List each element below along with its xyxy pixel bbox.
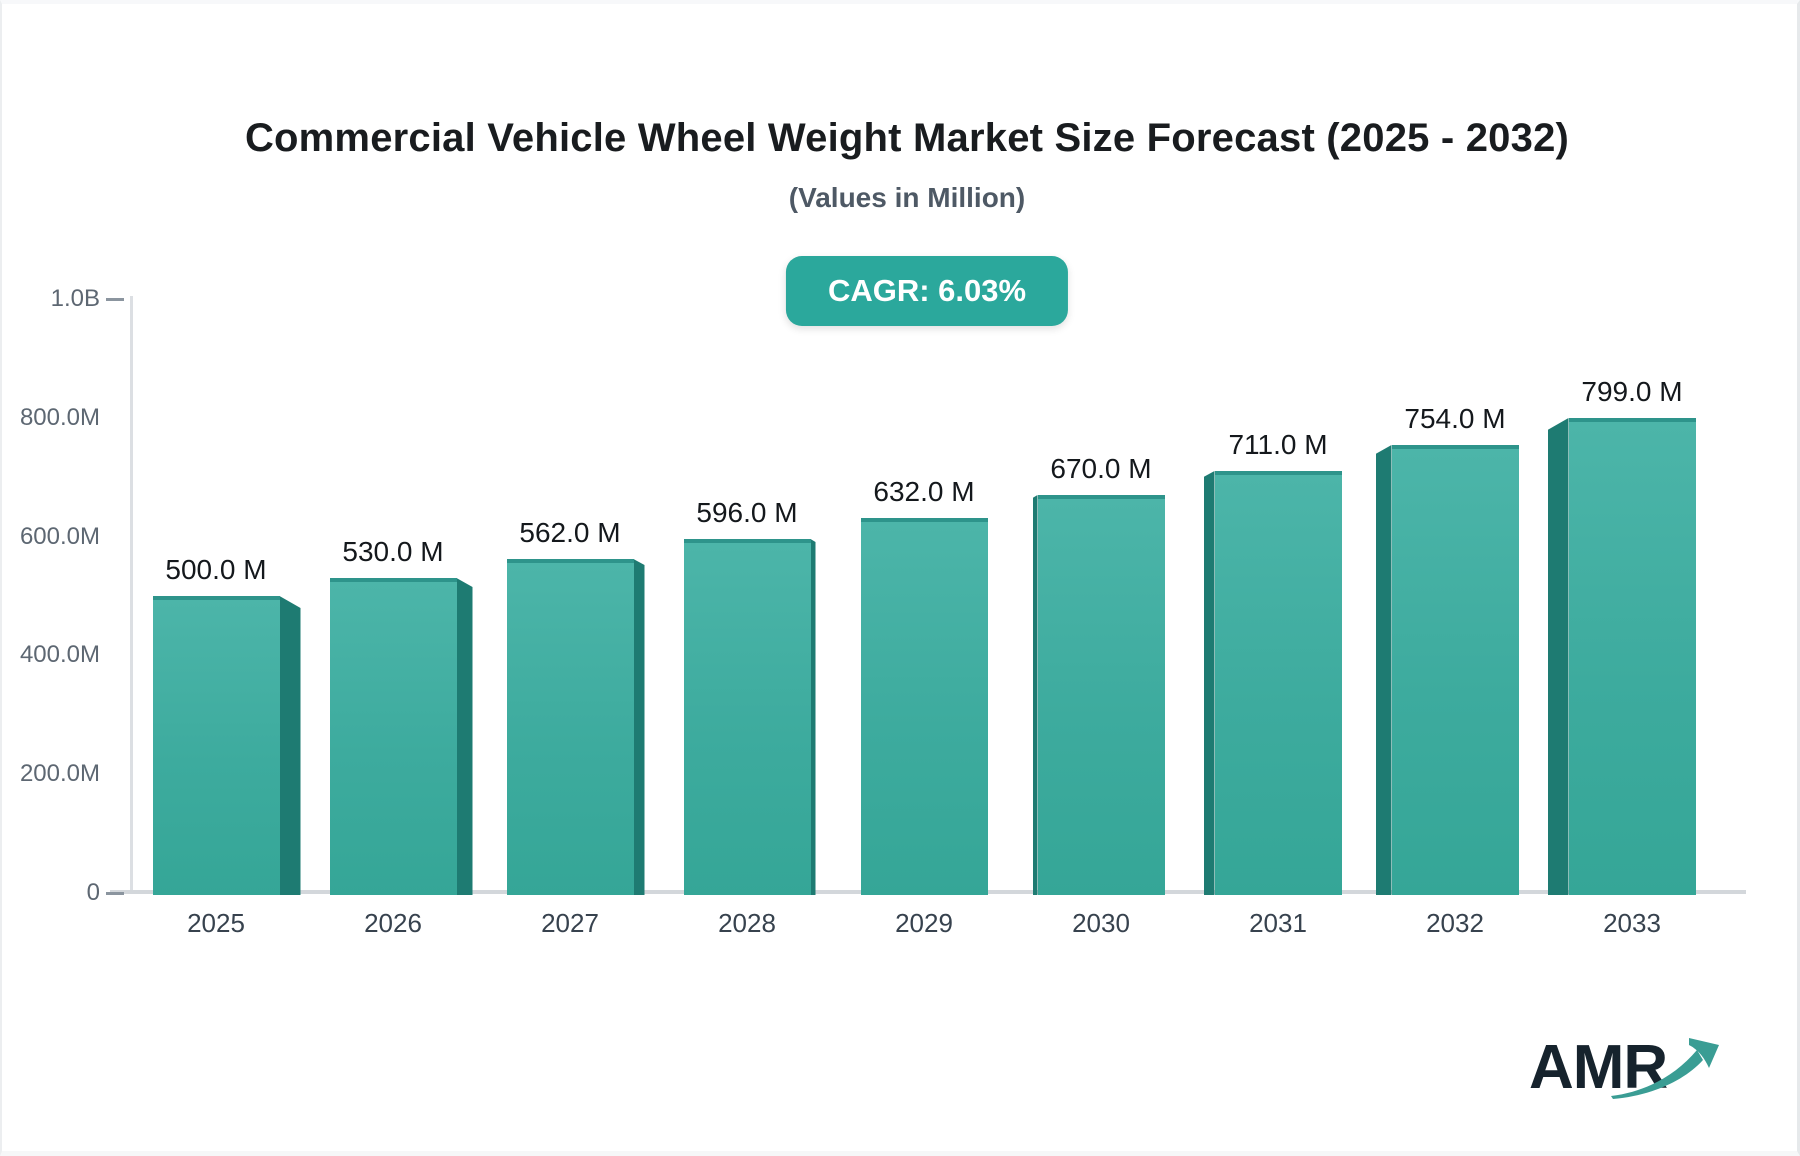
y-tick-label: 1.0B [50,285,100,312]
bar [1568,418,1696,895]
x-tick-label: 2028 [718,908,776,938]
bar-value-label: 670.0 M [1050,453,1152,484]
bar-value-label: 711.0 M [1228,429,1328,460]
y-tick-label: 800.0M [19,403,100,431]
bar [1391,445,1519,895]
bar-3d-side [279,596,301,895]
amr-logo-arrow-icon [1611,1038,1719,1099]
x-tick-label: 2026 [364,908,422,938]
amr-logo: AMR [1529,1032,1729,1116]
chart-title: Commercial Vehicle Wheel Weight Market S… [244,116,1570,160]
y-axis-line [130,296,133,894]
bar [506,559,634,895]
bar [152,596,280,895]
bar-value-label: 596.0 M [696,497,798,528]
bar [1214,471,1342,895]
bar-3d-side [456,578,473,895]
bar [860,518,988,895]
bar-value-label: 799.0 M [1581,376,1683,407]
bar-value-label: 632.0 M [873,476,975,507]
bar [1037,495,1165,895]
x-tick-label: 2032 [1426,908,1484,938]
y-tick-label: 400.0M [19,641,100,669]
bar-3d-side [810,539,816,895]
x-tick-label: 2025 [187,908,245,938]
y-tick-dash [106,892,124,895]
bar-3d-side [1032,495,1038,895]
bar-value-label: 754.0 M [1404,403,1506,434]
bar-3d-side [1375,445,1392,895]
chart-subtitle: (Values in Million) [788,182,1026,213]
bar-3d-side [1203,471,1215,895]
bar-value-label: 562.0 M [519,517,621,548]
x-tick-label: 2027 [541,908,599,938]
x-tick-label: 2030 [1072,908,1130,938]
bar-3d-side [633,559,645,895]
x-tick-label: 2033 [1603,908,1661,938]
bar-value-label: 500.0 M [165,554,267,585]
bar [683,539,811,895]
bar-3d-side [1547,418,1569,895]
x-tick-label: 2029 [895,908,953,938]
y-tick-label: 200.0M [19,760,100,788]
y-tick-label: 0 [86,879,100,906]
bar [329,578,457,895]
x-tick-label: 2031 [1249,908,1307,938]
y-tick-label: 600.0M [19,522,100,550]
y-tick-dash [106,298,124,301]
bar-value-label: 530.0 M [342,536,444,567]
cagr-badge: CAGR: 6.03% [785,256,1069,326]
